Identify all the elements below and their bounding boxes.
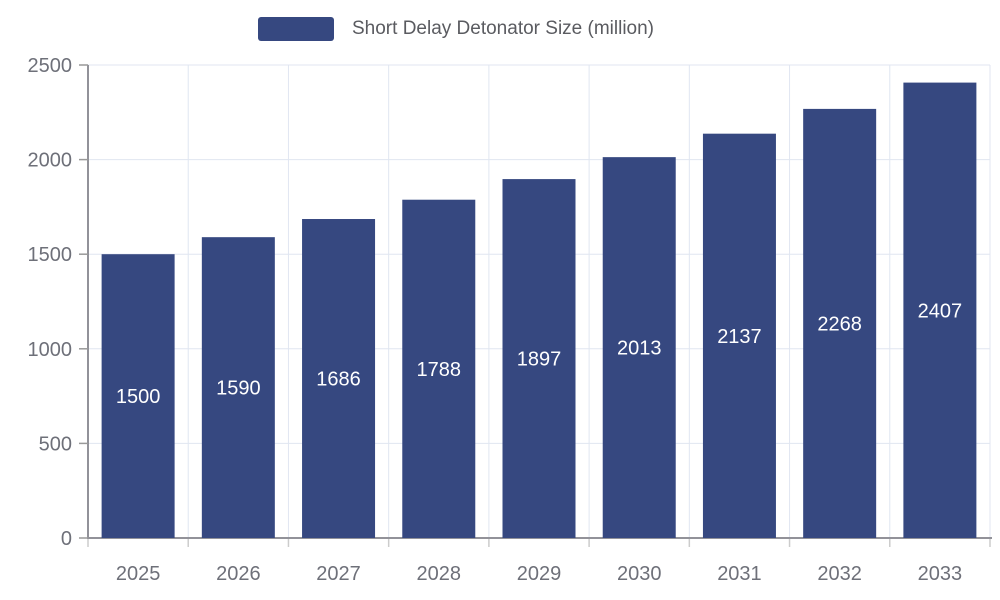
x-axis-label: 2030 bbox=[617, 563, 662, 585]
bars-group: 1500 1590 1686 1788 1897 2013 2137 2268 2407 bbox=[101, 82, 977, 539]
x-axis-label: 2029 bbox=[517, 563, 562, 585]
legend-label: Short Delay Detonator Size (million) bbox=[352, 18, 655, 39]
y-axis-label: 500 bbox=[39, 433, 72, 455]
bar-value-label: 2268 bbox=[817, 313, 862, 335]
bar-2030[interactable] bbox=[602, 157, 676, 539]
x-axis-label: 2028 bbox=[417, 563, 462, 585]
bar-2025[interactable] bbox=[101, 254, 175, 538]
bar-2032[interactable] bbox=[803, 108, 877, 538]
x-axis-label: 2025 bbox=[116, 563, 161, 585]
bar-value-label: 2013 bbox=[617, 338, 662, 360]
bar-2029[interactable] bbox=[502, 179, 576, 539]
bar-value-label: 1590 bbox=[216, 378, 261, 400]
y-axis-label: 2500 bbox=[28, 55, 73, 77]
bar-2026[interactable] bbox=[201, 237, 275, 538]
x-axis-label: 2027 bbox=[316, 563, 361, 585]
y-axis-label: 1500 bbox=[28, 244, 73, 266]
bar-2031[interactable] bbox=[702, 133, 776, 538]
x-axis-label: 2032 bbox=[817, 563, 862, 585]
bar-2028[interactable] bbox=[402, 199, 476, 539]
bar-2033[interactable] bbox=[903, 82, 977, 539]
bar-value-label: 1897 bbox=[517, 349, 562, 371]
x-axis-label: 2031 bbox=[717, 563, 762, 585]
bar-value-label: 1788 bbox=[417, 359, 462, 381]
y-axis-label: 0 bbox=[61, 528, 72, 550]
bar-value-label: 1500 bbox=[116, 386, 161, 408]
x-axis-label: 2026 bbox=[216, 563, 261, 585]
x-axis-label: 2033 bbox=[918, 563, 963, 585]
legend-item[interactable]: Short Delay Detonator Size (million) bbox=[258, 17, 654, 41]
legend-swatch-icon bbox=[258, 17, 334, 41]
bar-value-label: 1686 bbox=[316, 369, 361, 391]
y-axis-label: 1000 bbox=[28, 339, 73, 361]
y-axis-label: 2000 bbox=[28, 150, 73, 172]
bar-2027[interactable] bbox=[302, 219, 376, 539]
bar-value-label: 2137 bbox=[717, 326, 762, 348]
bar-value-label: 2407 bbox=[918, 300, 963, 322]
axis-labels-group: 2025 2026 2027 2028 2029 2030 2031 2032 2033 0 500… bbox=[28, 55, 963, 585]
